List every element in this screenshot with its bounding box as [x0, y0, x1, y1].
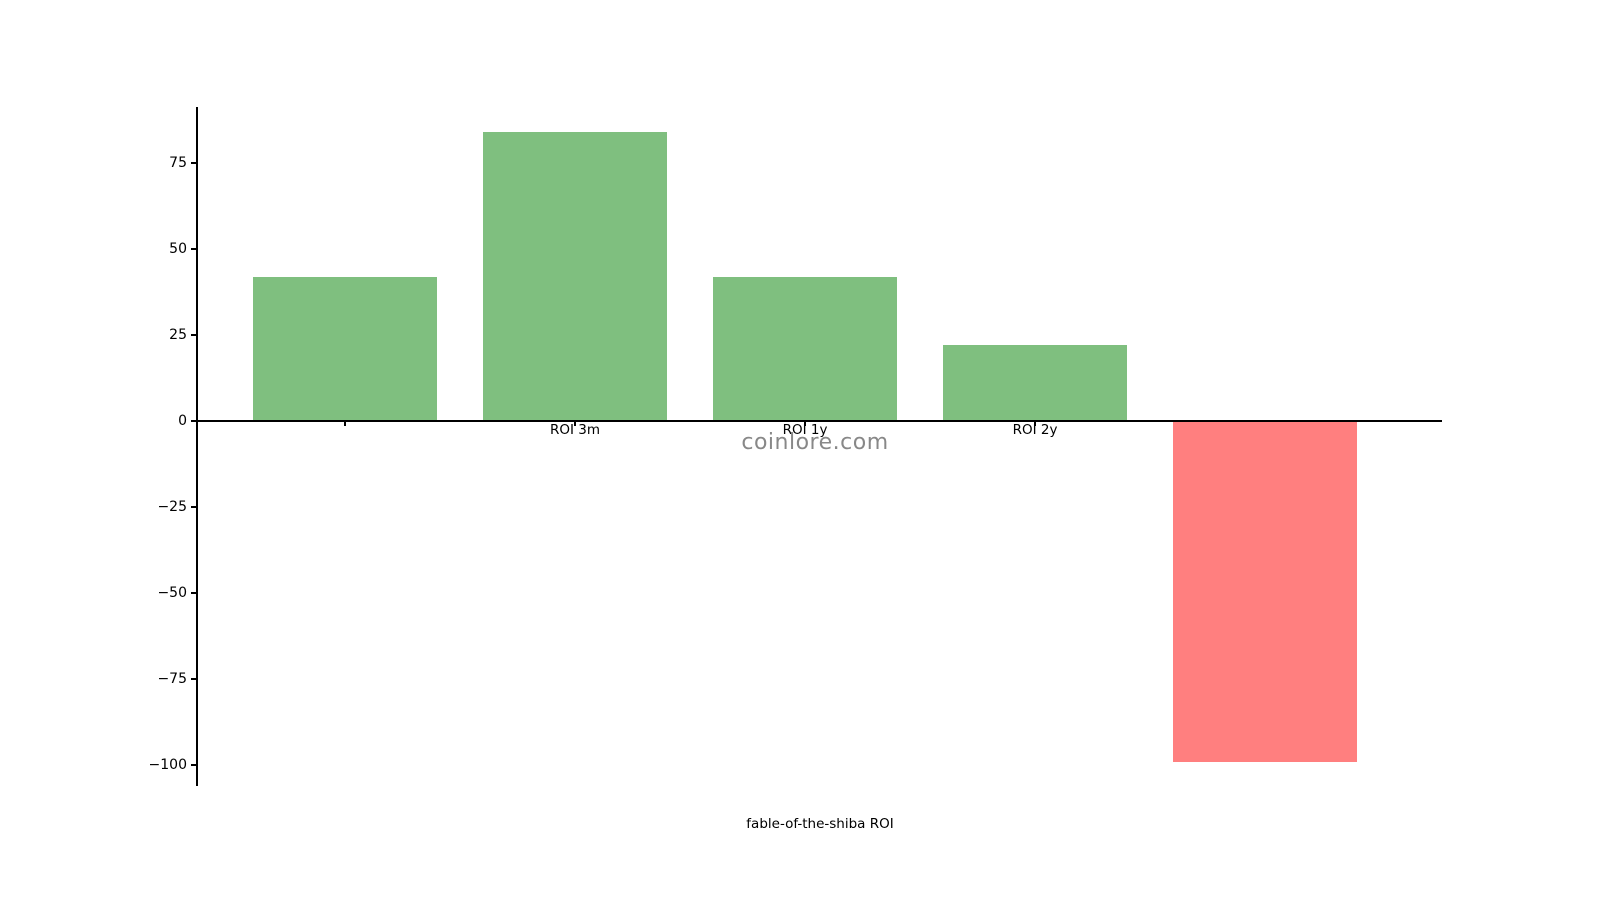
- bar-category-1: [253, 276, 437, 421]
- y-tick-mark: [191, 162, 196, 164]
- y-tick-mark: [191, 592, 196, 594]
- x-tick-mark: [344, 421, 346, 426]
- x-tick-label: ROI 2y: [1012, 422, 1058, 438]
- y-tick-mark: [191, 506, 196, 508]
- y-tick-mark: [191, 334, 196, 336]
- bar-roi-3m: [483, 132, 667, 421]
- x-tick-mark: [1034, 421, 1036, 426]
- y-tick-mark: [191, 764, 196, 766]
- chart-title: fable-of-the-shiba ROI: [746, 816, 894, 832]
- y-tick-mark: [191, 420, 196, 422]
- y-tick-label: 0: [178, 413, 187, 429]
- y-tick-label: 75: [169, 155, 187, 171]
- x-tick-label: ROI 3m: [549, 422, 601, 438]
- y-tick-label: 50: [169, 241, 187, 257]
- y-tick-label: −50: [157, 585, 187, 601]
- y-tick-mark: [191, 678, 196, 680]
- x-tick-mark: [574, 421, 576, 426]
- x-axis-spine: [196, 420, 1442, 422]
- bar-roi-2y: [943, 345, 1127, 421]
- bar-category-5: [1173, 421, 1357, 762]
- x-tick-label: ROI 1y: [782, 422, 828, 438]
- bar-roi-1y: [713, 276, 897, 421]
- y-tick-mark: [191, 248, 196, 250]
- y-tick-label: −25: [157, 499, 187, 515]
- coinlore-watermark: coinlore.com: [741, 430, 889, 455]
- y-tick-label: 25: [169, 327, 187, 343]
- x-tick-mark: [804, 421, 806, 426]
- y-axis-spine: [196, 107, 198, 786]
- y-tick-label: −100: [148, 757, 187, 773]
- y-tick-label: −75: [157, 671, 187, 687]
